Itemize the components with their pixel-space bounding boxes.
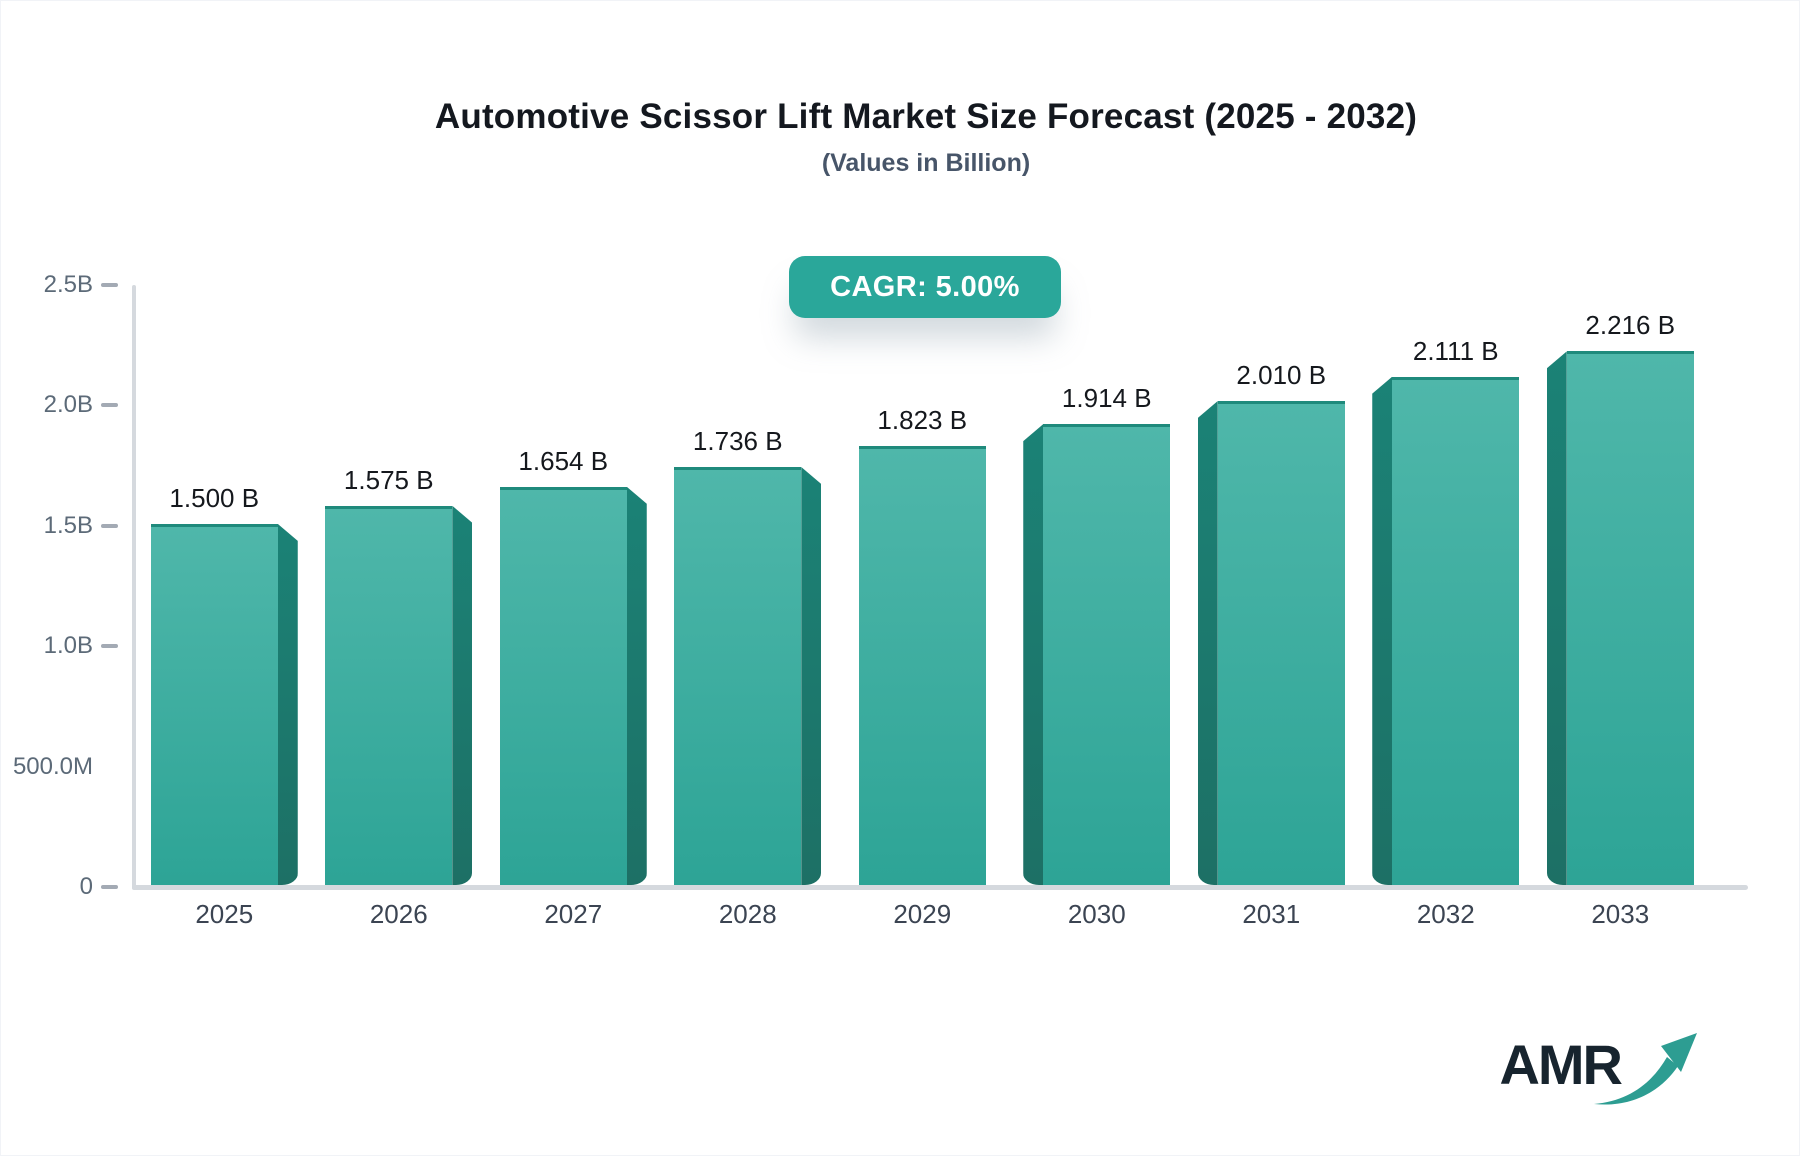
bar-2032 bbox=[1372, 376, 1520, 885]
bar-face bbox=[1392, 376, 1520, 885]
bar-side-shade bbox=[452, 505, 473, 885]
x-axis-category-label: 2032 bbox=[1416, 899, 1475, 929]
bar-face bbox=[1043, 424, 1171, 885]
y-axis-line bbox=[132, 285, 136, 890]
bar-side-shade bbox=[1372, 376, 1393, 885]
bar-face bbox=[674, 466, 802, 885]
bar-face bbox=[1566, 351, 1694, 885]
bar-face bbox=[1217, 401, 1345, 885]
amr-logo: AMR bbox=[1499, 1033, 1703, 1109]
bar-2030 bbox=[1023, 424, 1171, 885]
y-axis-tick-dash bbox=[101, 283, 118, 287]
bar-2028 bbox=[674, 466, 822, 885]
bar-side-shade bbox=[1546, 351, 1567, 885]
bar-2025 bbox=[150, 523, 298, 885]
cagr-badge-label: CAGR: 5.00% bbox=[830, 270, 1020, 303]
y-axis-tick-dash bbox=[101, 523, 118, 528]
bar-side-shade bbox=[277, 523, 298, 885]
bar-face bbox=[858, 446, 986, 885]
bar-2029 bbox=[858, 446, 986, 885]
bar-value-label: 1.736 B bbox=[692, 425, 783, 456]
amr-logo-text: AMR bbox=[1499, 1033, 1623, 1096]
bar-side-shade bbox=[1023, 424, 1044, 885]
growth-arrow-icon bbox=[1594, 1033, 1697, 1105]
bar-side-shade bbox=[626, 486, 647, 885]
y-axis-tick-label: 1.5B bbox=[43, 511, 93, 539]
bar-face bbox=[325, 505, 453, 885]
y-axis-tick-dash bbox=[101, 644, 118, 649]
bar-2027 bbox=[499, 486, 647, 885]
y-axis-tick-label: 2.0B bbox=[43, 391, 93, 419]
bar-value-label: 2.010 B bbox=[1236, 360, 1327, 390]
x-axis-category-label: 2029 bbox=[893, 899, 952, 929]
x-axis-line bbox=[132, 885, 1748, 890]
y-axis-tick-dash bbox=[101, 885, 118, 889]
bar-side-shade bbox=[1197, 401, 1218, 885]
bar-value-label: 1.575 B bbox=[343, 464, 434, 495]
y-axis-tick-label: 0 bbox=[79, 873, 93, 900]
x-axis-category-label: 2033 bbox=[1591, 899, 1650, 929]
y-axis-tick-label: 1.0B bbox=[43, 632, 93, 660]
x-axis-category-label: 2031 bbox=[1242, 899, 1301, 929]
x-axis-category-label: 2028 bbox=[718, 899, 777, 929]
x-axis-category-label: 2027 bbox=[544, 899, 603, 929]
chart-title: Automotive Scissor Lift Market Size Fore… bbox=[434, 97, 1418, 136]
y-axis-tick-label: 500.0M bbox=[12, 752, 93, 780]
x-axis-category-label: 2026 bbox=[369, 899, 428, 929]
x-axis-category-label: 2025 bbox=[195, 899, 254, 929]
bar-value-label: 1.654 B bbox=[518, 445, 609, 476]
bar-face bbox=[150, 523, 278, 885]
x-axis-category-label: 2030 bbox=[1067, 899, 1126, 929]
y-axis-tick-label: 2.5B bbox=[43, 271, 93, 298]
bar-value-label: 2.216 B bbox=[1585, 310, 1676, 341]
chart-subtitle: (Values in Billion) bbox=[821, 149, 1031, 177]
bar-2026 bbox=[325, 505, 473, 885]
bar-value-label: 1.823 B bbox=[877, 405, 968, 436]
bar-value-label: 1.500 B bbox=[169, 482, 260, 513]
bar-2033 bbox=[1546, 351, 1694, 885]
bar-value-label: 2.111 B bbox=[1412, 335, 1499, 366]
bar-value-label: 1.914 B bbox=[1061, 383, 1152, 414]
bar-2031 bbox=[1197, 401, 1345, 885]
y-axis-tick-dash bbox=[101, 403, 118, 408]
cagr-badge: CAGR: 5.00% bbox=[789, 256, 1061, 318]
bar-side-shade bbox=[801, 466, 822, 885]
bar-face bbox=[499, 486, 627, 885]
